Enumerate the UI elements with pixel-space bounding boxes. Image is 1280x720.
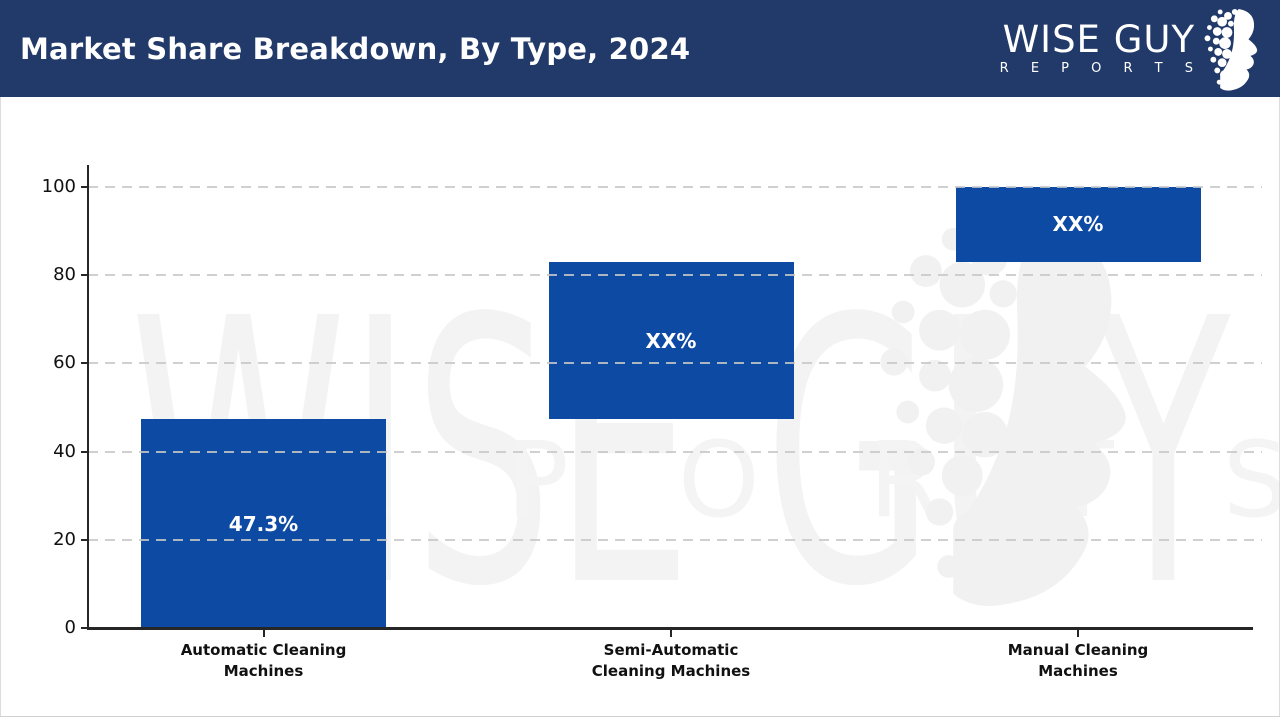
x-axis-line xyxy=(87,627,1253,630)
x-category-label: Manual Cleaning Machines xyxy=(1007,641,1149,680)
y-tick-mark xyxy=(81,362,88,365)
x-tick-mark xyxy=(670,630,672,637)
logo-head-icon xyxy=(1204,8,1258,91)
gridline-100 xyxy=(88,186,1262,188)
y-tick-mark xyxy=(81,627,88,629)
chart-title: Market Share Breakdown, By Type, 2024 xyxy=(20,31,691,66)
y-tick-label: 20 xyxy=(53,528,76,550)
bar-3 xyxy=(955,187,1201,262)
x-tick-mark xyxy=(262,630,265,637)
bar-1 xyxy=(141,419,386,628)
y-tick-mark xyxy=(81,450,88,453)
gridline-60 xyxy=(88,362,1262,365)
logo-wiseguy-text: WISE GUY xyxy=(1002,18,1196,61)
bar-2 xyxy=(548,261,794,420)
watermark-head-icon xyxy=(880,225,1126,606)
header-banner: Market Share Breakdown, By Type, 2024 WI… xyxy=(0,0,1280,97)
y-tick-label: 40 xyxy=(53,440,76,462)
y-tick-label: 0 xyxy=(64,617,76,638)
left-border-line xyxy=(0,97,1,716)
x-category-label: Semi-Automatic Cleaning Machines xyxy=(591,641,751,680)
gridline-40 xyxy=(88,450,1262,453)
gridline-20 xyxy=(88,538,1262,541)
y-tick-mark xyxy=(81,274,88,277)
x-category-label: Automatic Cleaning Machines xyxy=(180,641,347,680)
wiseguy-logo: WISE GUY R E P O R T S xyxy=(996,6,1266,92)
y-axis-line xyxy=(87,165,89,629)
y-tick-mark xyxy=(81,186,88,188)
y-tick-label: 100 xyxy=(41,176,76,197)
bar-value-label: XX% xyxy=(645,328,697,353)
bottom-border-line xyxy=(0,716,1280,717)
logo-reports-text: R E P O R T S xyxy=(999,61,1202,76)
x-tick-mark xyxy=(1077,630,1079,637)
y-tick-mark xyxy=(81,538,88,541)
y-tick-label: 80 xyxy=(53,264,76,286)
bar-value-label: 47.3% xyxy=(228,511,299,536)
bar-value-label: XX% xyxy=(1052,212,1104,237)
y-tick-label: 60 xyxy=(53,352,76,374)
gridline-80 xyxy=(88,274,1262,277)
